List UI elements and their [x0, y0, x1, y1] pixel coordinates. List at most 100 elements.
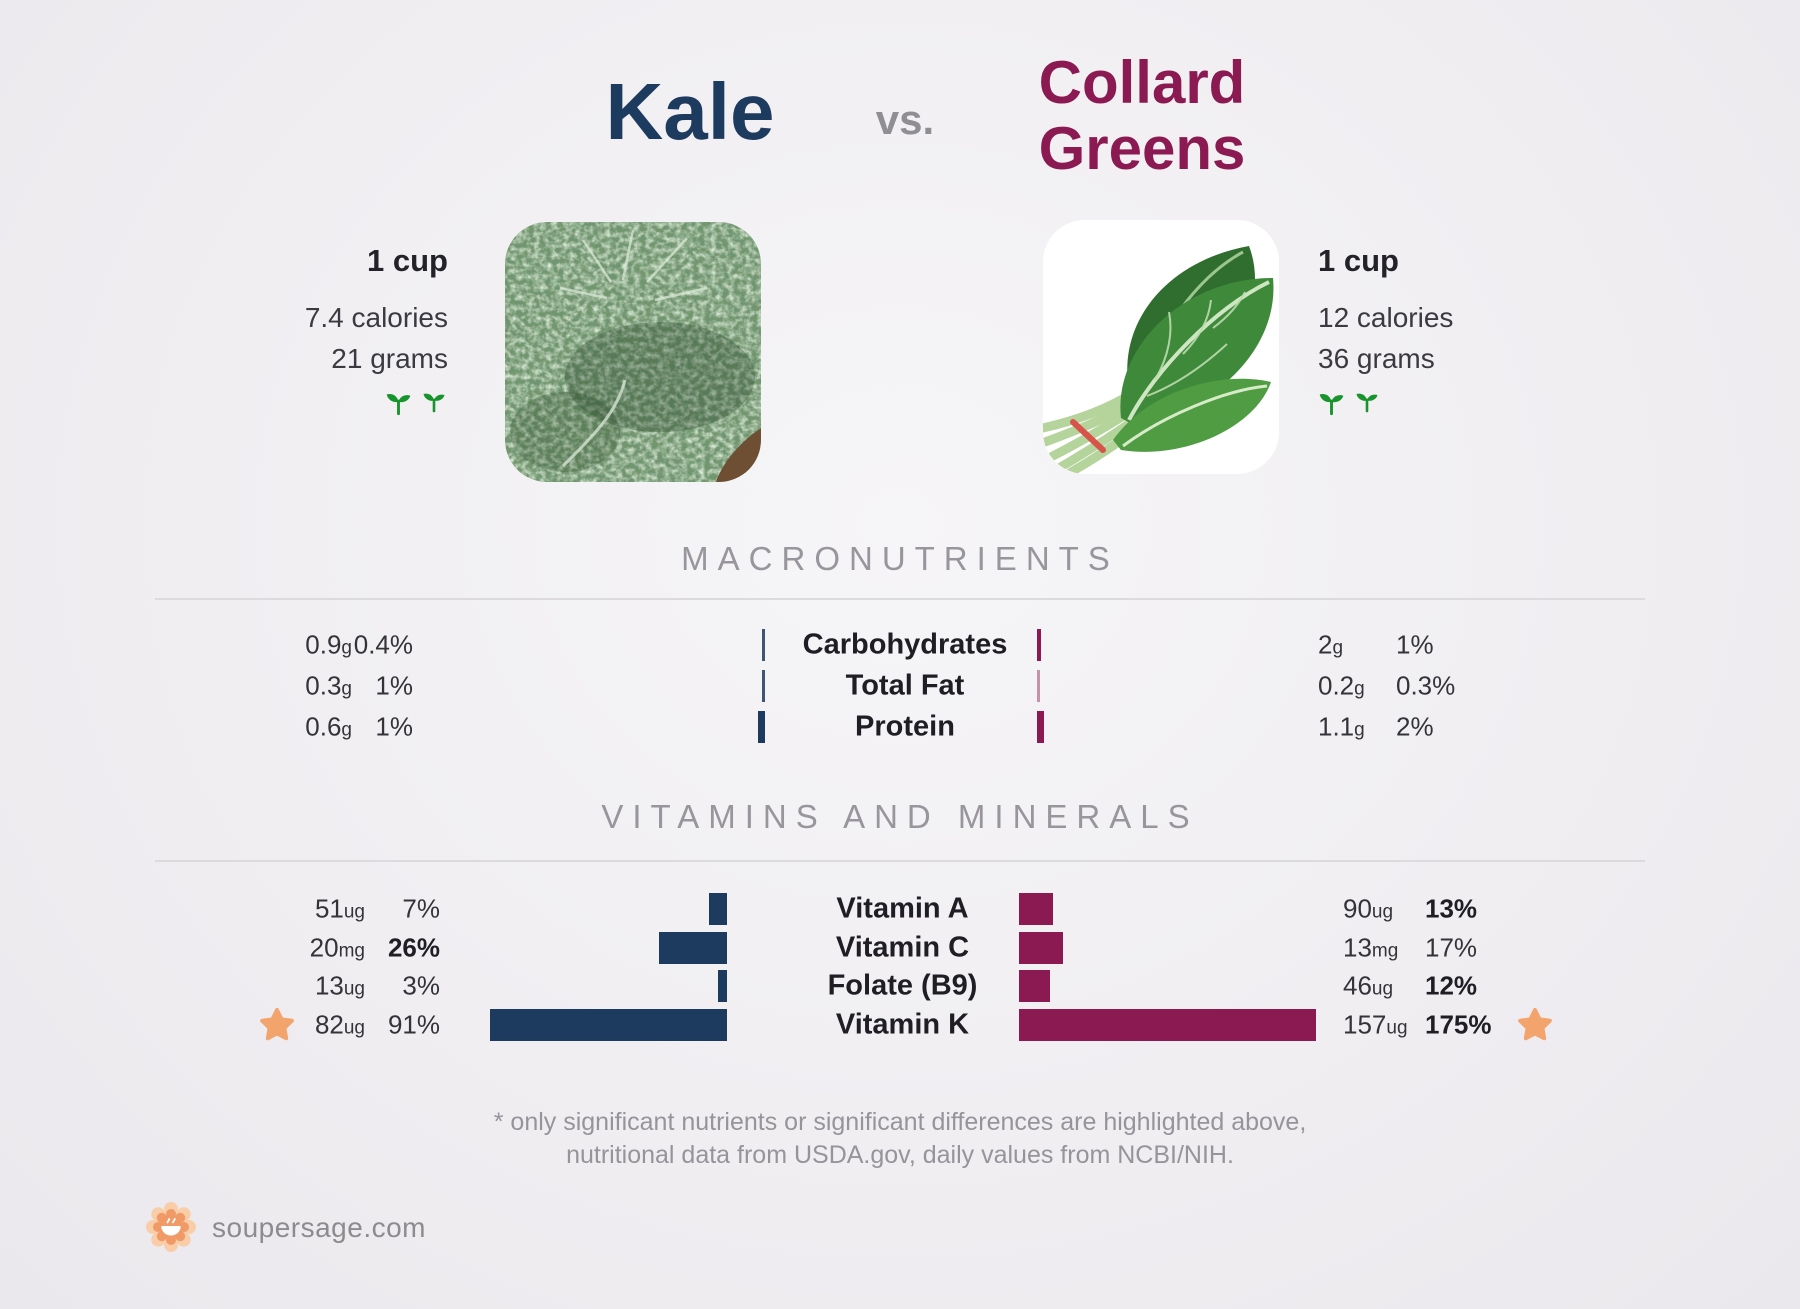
footnote-line1: * only significant nutrients or signific…: [493, 1108, 1307, 1136]
vitamins-right-amount-unit: mg: [1371, 940, 1399, 962]
vitamins-left-amount-unit: ug: [343, 978, 365, 1000]
collard-bar: [1037, 629, 1041, 661]
vitamins-category-label: Vitamin A: [836, 892, 969, 925]
macros-left-amount-unit: g: [341, 637, 352, 659]
sprout-icon: [1319, 394, 1344, 416]
sprout-icon: [423, 393, 445, 413]
macros-left-percent: 1%: [375, 711, 413, 742]
collard-bar: [1019, 893, 1053, 925]
vitamins-right-percent: 12%: [1425, 970, 1478, 1001]
kale-bar: [762, 629, 765, 661]
vitamins-right-amount-number: 157: [1343, 1009, 1387, 1040]
vitamins-right-amount: 157ug: [1343, 1010, 1438, 1041]
kale-bar: [718, 970, 727, 1003]
vitamins-row-1: 20mg 26% Vitamin C 13mg 17%: [0, 928, 1800, 967]
vitamins-row-0: 51ug 7% Vitamin A 90ug 13%: [0, 890, 1800, 929]
kale-serving-size: 1 cup: [367, 243, 448, 278]
highlight-star-icon: [1516, 1006, 1554, 1044]
vitamins-right-amount: 13mg: [1343, 932, 1438, 963]
kale-bar: [758, 711, 765, 743]
vitamins-right-amount-unit: ug: [1371, 978, 1394, 1000]
kale-sprout-icons: [120, 391, 448, 417]
collard-photo-art: [1043, 220, 1279, 474]
macros-left-amount-number: 0.6: [305, 711, 342, 742]
macros-right-percent: 2%: [1396, 711, 1434, 742]
collard-greens-title: Collard Greens: [950, 50, 1334, 182]
vitamins-left-amount-unit: mg: [338, 940, 365, 962]
macros-row-2: 0.6g 1% Protein 1.1g 2%: [0, 707, 1800, 748]
sprout-icon: [1356, 393, 1378, 413]
vitamins-right-amount-number: 13: [1343, 932, 1372, 963]
kale-calories: 7.4 calories: [304, 302, 448, 333]
macros-right-percent: 1%: [1396, 629, 1434, 660]
collard-bar: [1019, 931, 1063, 964]
vitamins-right-percent: 13%: [1425, 893, 1478, 924]
collard-serving-size: 1 cup: [1318, 243, 1399, 278]
vitamins-left-percent: 7%: [402, 893, 440, 924]
vitamins-left-amount-unit: ug: [343, 1017, 365, 1039]
macros-left-amount-unit: g: [341, 678, 352, 700]
macros-left-amount: 0.3g: [180, 671, 352, 702]
vitamins-left-amount: 82ug: [190, 1010, 365, 1041]
kale-serving-stats: 1 cup 7.4 calories 21 grams: [120, 243, 448, 417]
macros-left-amount: 0.6g: [180, 712, 352, 743]
vitamins-divider: [155, 860, 1645, 862]
kale-photo: [505, 222, 761, 482]
vitamins-left-percent: 91%: [387, 1009, 440, 1040]
vitamins-right-amount-number: 46: [1343, 970, 1372, 1001]
macros-row-1: 0.3g 1% Total Fat 0.2g 0.3%: [0, 666, 1800, 707]
kale-bar: [709, 893, 727, 925]
macros-left-amount-number: 0.3: [305, 670, 342, 701]
macros-row-0: 0.9g 0.4% Carbohydrates 2g 1%: [0, 625, 1800, 666]
vitamins-left-amount: 51ug: [190, 894, 365, 925]
vitamins-left-amount-number: 13: [314, 970, 344, 1001]
vitamins-right-amount: 90ug: [1343, 894, 1438, 925]
vitamins-right-percent: 17%: [1425, 932, 1478, 963]
macronutrients-heading: MACRONUTRIENTS: [681, 540, 1119, 577]
macros-right-amount-unit: g: [1332, 637, 1344, 659]
vitamins-left-amount: 20mg: [190, 932, 365, 963]
macros-category-label: Total Fat: [845, 669, 965, 702]
macronutrients-divider: [155, 598, 1645, 600]
vitamins-right-percent: 175%: [1425, 1009, 1492, 1040]
kale-bar: [490, 1009, 727, 1042]
macros-category-label: Carbohydrates: [802, 628, 1008, 661]
vitamins-left-percent: 3%: [402, 970, 440, 1001]
vs-label: vs.: [875, 96, 935, 143]
vitamins-right-amount-unit: ug: [1386, 1017, 1408, 1039]
vitamins-left-amount-number: 20: [309, 932, 339, 963]
vitamins-left-amount-number: 82: [314, 1009, 344, 1040]
footnote: * only significant nutrients or signific…: [300, 1106, 1500, 1172]
collard-weight: 36 grams: [1318, 343, 1435, 374]
sprout-icon: [386, 394, 410, 416]
macros-left-percent: 1%: [375, 670, 413, 701]
vitamins-left-amount-unit: ug: [343, 901, 365, 923]
vitamins-right-amount-unit: ug: [1371, 901, 1394, 923]
kale-photo-art: [505, 222, 761, 482]
footnote-line2: nutritional data from USDA.gov, daily va…: [566, 1141, 1234, 1169]
collard-bar: [1037, 711, 1044, 743]
vitamins-row-3: 82ug 91% Vitamin K 157ug 175%: [0, 1006, 1800, 1045]
macros-category-label: Protein: [855, 710, 955, 743]
kale-weight: 21 grams: [331, 343, 448, 374]
collard-title-line2: Greens: [1038, 115, 1246, 182]
vitamins-category-label: Folate (B9): [827, 969, 978, 1002]
macros-right-percent: 0.3%: [1396, 670, 1456, 701]
vitamins-left-amount: 13ug: [190, 971, 365, 1002]
highlight-star-icon: [258, 1006, 296, 1044]
vitamins-category-label: Vitamin C: [835, 931, 970, 964]
collard-bar: [1019, 1009, 1316, 1042]
kale-bar: [762, 670, 765, 702]
macros-left-amount: 0.9g: [180, 630, 352, 661]
collard-greens-photo: [1043, 220, 1279, 474]
brand-site-name: soupersage.com: [212, 1212, 427, 1243]
macros-right-amount: 1.1g: [1318, 712, 1398, 743]
collard-bar: [1019, 970, 1050, 1003]
macros-left-percent: 0.4%: [353, 629, 413, 660]
collard-bar: [1037, 670, 1040, 702]
vitamins-right-amount-number: 90: [1343, 893, 1372, 924]
collard-calories: 12 calories: [1318, 302, 1454, 333]
macros-left-amount-unit: g: [341, 719, 352, 741]
macros-right-amount-unit: g: [1354, 678, 1365, 700]
